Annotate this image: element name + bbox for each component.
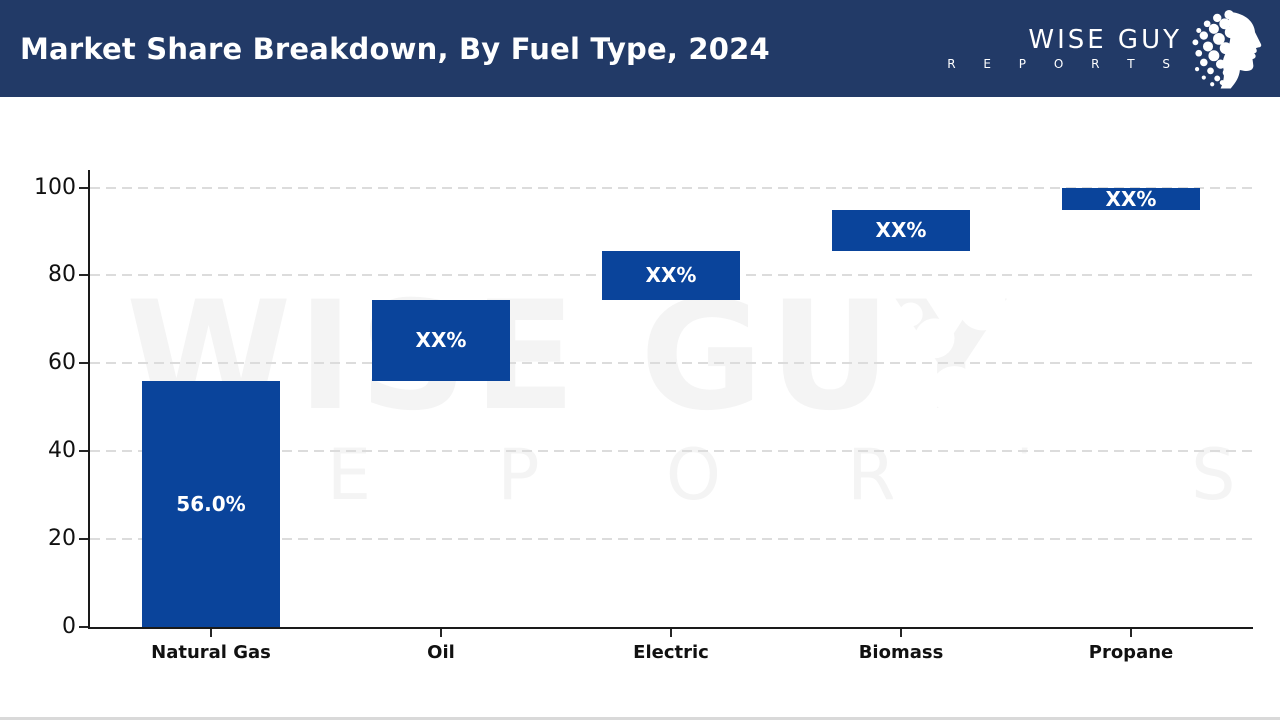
y-tick-label: 100 bbox=[34, 174, 76, 200]
category-label-biomass: Biomass bbox=[858, 642, 944, 663]
y-tick-label: 80 bbox=[48, 262, 76, 288]
x-tick-mark bbox=[1130, 629, 1132, 637]
footer-rule bbox=[0, 717, 1280, 720]
logo-subtitle: R E P O R T S bbox=[947, 56, 1182, 71]
bar-value-label: XX% bbox=[645, 263, 697, 288]
y-tick-mark bbox=[79, 362, 88, 365]
y-tick-mark bbox=[79, 538, 88, 541]
bar-value-label: XX% bbox=[415, 328, 467, 353]
x-tick-mark bbox=[440, 629, 442, 637]
x-axis-spine bbox=[88, 627, 1253, 629]
bar-value-label: 56.0% bbox=[176, 491, 246, 516]
bar-propane: XX% bbox=[1062, 186, 1200, 211]
y-tick-mark bbox=[79, 186, 88, 189]
bar-natural-gas: 56.0% bbox=[142, 380, 280, 627]
y-tick-label: 40 bbox=[48, 438, 76, 464]
gridline bbox=[90, 186, 1253, 189]
page-title: Market Share Breakdown, By Fuel Type, 20… bbox=[20, 31, 770, 66]
y-axis-spine bbox=[88, 170, 90, 629]
bar-value-label: XX% bbox=[875, 218, 927, 243]
logo-wordmark: WISE GUY bbox=[1028, 25, 1182, 56]
gridline bbox=[90, 362, 1253, 365]
x-tick-mark bbox=[900, 629, 902, 637]
y-tick-mark bbox=[79, 626, 88, 628]
gridline bbox=[90, 450, 1253, 453]
bar-value-label: XX% bbox=[1105, 186, 1157, 211]
bar-electric: XX% bbox=[602, 251, 740, 300]
category-label-oil: Oil bbox=[427, 642, 455, 663]
bar-oil: XX% bbox=[372, 299, 510, 381]
category-label-propane: Propane bbox=[1088, 642, 1174, 663]
wise-guy-logo: WISE GUY R E P O R T S bbox=[943, 0, 1272, 97]
x-tick-mark bbox=[670, 629, 672, 637]
y-tick-mark bbox=[79, 450, 88, 453]
x-tick-mark bbox=[210, 629, 212, 637]
category-label-natural-gas: Natural Gas bbox=[151, 642, 271, 663]
logo-text: WISE GUY R E P O R T S bbox=[943, 26, 1182, 71]
header: Market Share Breakdown, By Fuel Type, 20… bbox=[0, 0, 1280, 97]
bar-biomass: XX% bbox=[832, 209, 970, 252]
logo-head-icon bbox=[1192, 9, 1262, 88]
y-tick-label: 20 bbox=[48, 526, 76, 552]
y-tick-label: 0 bbox=[62, 614, 76, 639]
gridline bbox=[90, 538, 1253, 541]
y-tick-label: 60 bbox=[48, 350, 76, 376]
category-label-electric: Electric bbox=[633, 642, 709, 663]
plot-area: 0 20 40 60 80 100 56.0% Natural Gas XX% Oil XX% Ele… bbox=[34, 170, 1253, 663]
y-tick-mark bbox=[79, 274, 88, 277]
